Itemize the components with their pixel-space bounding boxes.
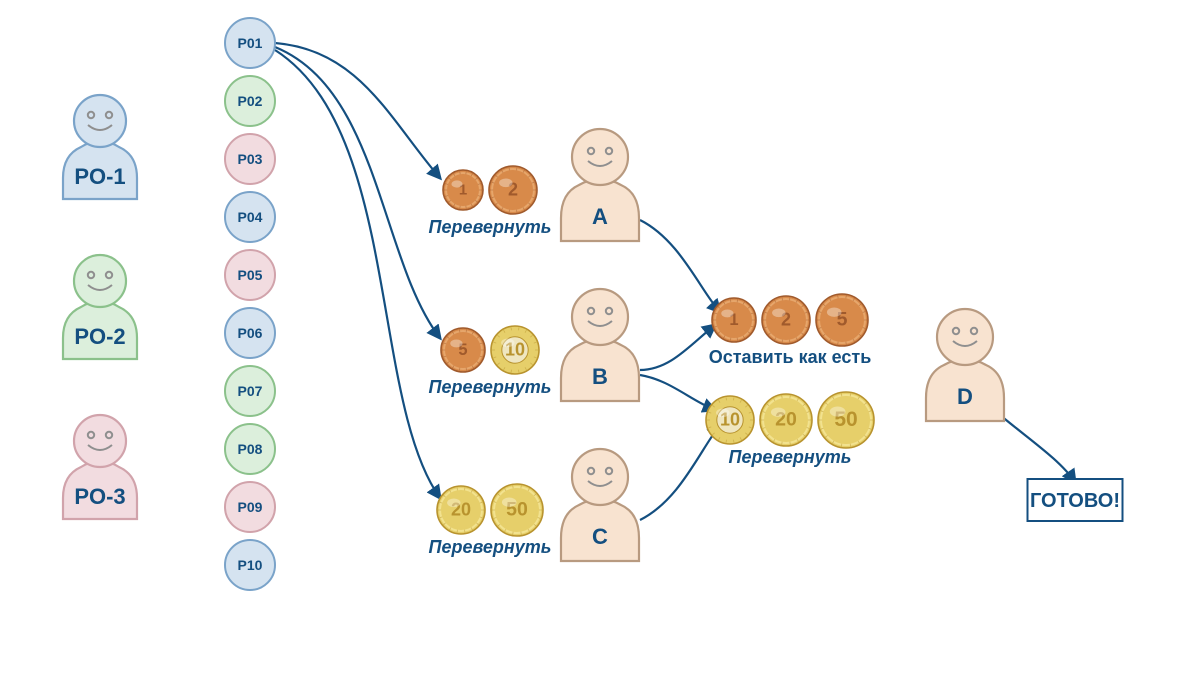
done-box: ГОТОВО! bbox=[1028, 479, 1123, 521]
coin-group-label: Перевернуть bbox=[429, 377, 552, 397]
backlog-item-P07: P07 bbox=[225, 366, 275, 416]
coin-group-C: 2050Перевернуть bbox=[429, 484, 552, 557]
coin-50: 50 bbox=[818, 392, 874, 448]
backlog-item-label: P03 bbox=[238, 151, 263, 167]
backlog-item-P05: P05 bbox=[225, 250, 275, 300]
coin-10: 10 bbox=[706, 396, 754, 444]
backlog-item-label: P10 bbox=[238, 557, 263, 573]
backlog-item-P02: P02 bbox=[225, 76, 275, 126]
backlog-item-label: P09 bbox=[238, 499, 263, 515]
coin-group-A: 12 Перевернуть bbox=[429, 166, 552, 237]
person-PO-3: PO-3 bbox=[63, 415, 137, 519]
flow-edge bbox=[275, 50, 440, 498]
backlog-item-label: P01 bbox=[238, 35, 263, 51]
done-label: ГОТОВО! bbox=[1030, 490, 1120, 512]
backlog-item-label: P02 bbox=[238, 93, 263, 109]
coin-group-BOT: 102050Перевернуть bbox=[706, 392, 874, 467]
backlog-item-P08: P08 bbox=[225, 424, 275, 474]
person-label: PO-2 bbox=[74, 324, 125, 349]
backlog-item-label: P05 bbox=[238, 267, 263, 283]
flow-edge bbox=[275, 47, 440, 338]
person-D: D bbox=[926, 309, 1004, 421]
person-label: C bbox=[592, 524, 608, 549]
backlog-item-P03: P03 bbox=[225, 134, 275, 184]
person-B: B bbox=[561, 289, 639, 401]
coin-20: 20 bbox=[437, 486, 485, 534]
flow-edge bbox=[640, 220, 720, 312]
coin-20: 20 bbox=[760, 394, 812, 446]
coin-1: 1 bbox=[712, 298, 756, 342]
person-label: PO-3 bbox=[74, 484, 125, 509]
flow-edge bbox=[640, 425, 720, 520]
flow-edge bbox=[640, 325, 715, 370]
coin-group-label: Перевернуть bbox=[429, 217, 552, 237]
backlog-item-P10: P10 bbox=[225, 540, 275, 590]
coin-group-label: Перевернуть bbox=[429, 537, 552, 557]
flow-edge bbox=[275, 43, 440, 178]
coin-2: 2 bbox=[762, 296, 810, 344]
coin-group-label: Оставить как есть bbox=[709, 347, 872, 367]
backlog-item-label: P07 bbox=[238, 383, 263, 399]
coin-10: 10 bbox=[491, 326, 539, 374]
backlog-item-P04: P04 bbox=[225, 192, 275, 242]
person-label: D bbox=[957, 384, 973, 409]
person-label: PO-1 bbox=[74, 164, 125, 189]
backlog-item-P06: P06 bbox=[225, 308, 275, 358]
person-label: A bbox=[592, 204, 608, 229]
flow-edge bbox=[1000, 415, 1075, 482]
person-PO-2: PO-2 bbox=[63, 255, 137, 359]
coin-5: 5 bbox=[441, 328, 485, 372]
backlog-item-label: P08 bbox=[238, 441, 263, 457]
backlog-item-label: P04 bbox=[238, 209, 263, 225]
coin-group-B: 510 Перевернуть bbox=[429, 326, 552, 397]
person-C: C bbox=[561, 449, 639, 561]
coin-1: 1 bbox=[443, 170, 483, 210]
coin-50: 50 bbox=[491, 484, 543, 536]
coin-5: 5 bbox=[816, 294, 868, 346]
coin-group-label: Перевернуть bbox=[729, 447, 852, 467]
coin-2: 2 bbox=[489, 166, 537, 214]
flow-edge bbox=[640, 375, 715, 410]
backlog-item-label: P06 bbox=[238, 325, 263, 341]
person-label: B bbox=[592, 364, 608, 389]
person-PO-1: PO-1 bbox=[63, 95, 137, 199]
backlog-item-P09: P09 bbox=[225, 482, 275, 532]
backlog-item-P01: P01 bbox=[225, 18, 275, 68]
coin-group-TOP: 125Оставить как есть bbox=[709, 294, 872, 367]
person-A: A bbox=[561, 129, 639, 241]
